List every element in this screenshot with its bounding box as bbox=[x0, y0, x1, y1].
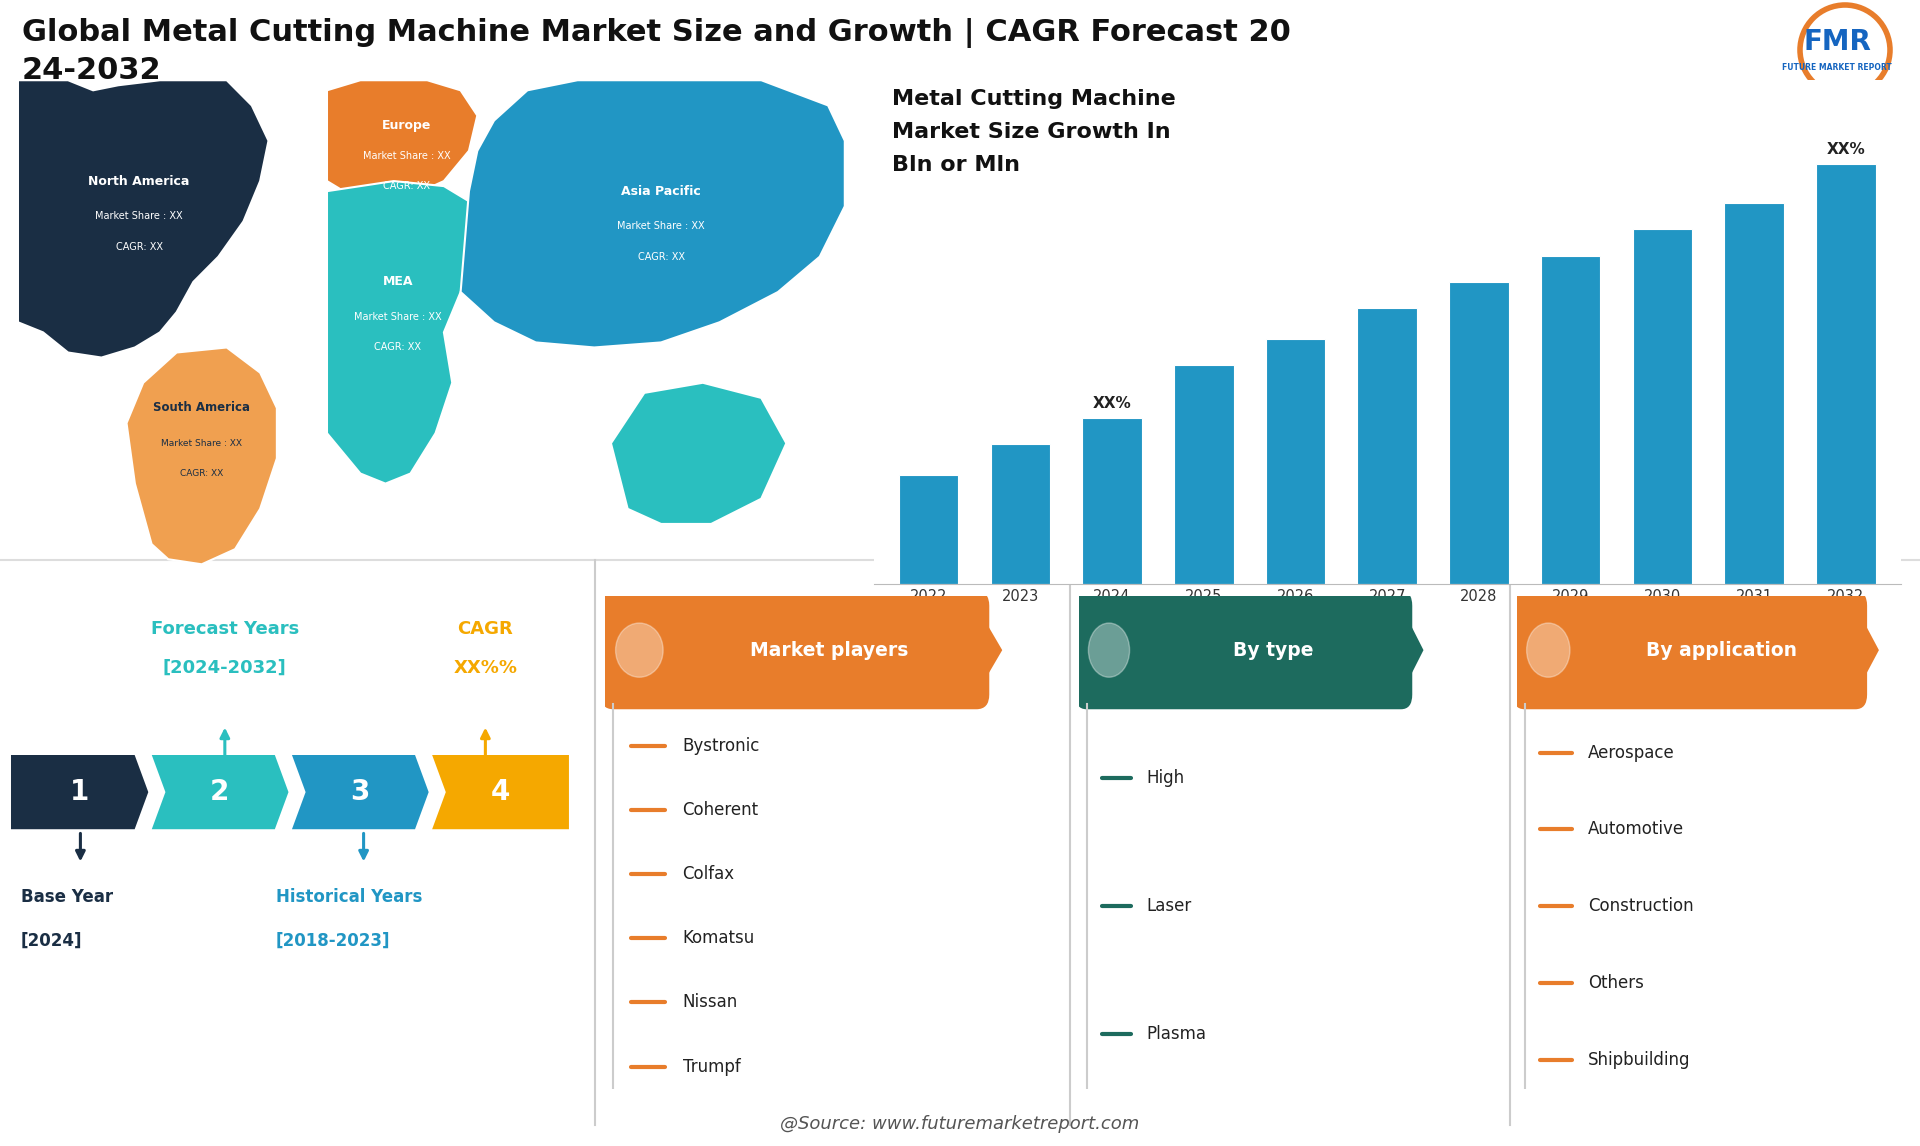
Polygon shape bbox=[1402, 606, 1423, 694]
Text: Laser: Laser bbox=[1146, 897, 1192, 916]
Text: Bystronic: Bystronic bbox=[684, 737, 760, 755]
Text: Global Metal Cutting Machine Market Size and Growth | CAGR Forecast 20: Global Metal Cutting Machine Market Size… bbox=[21, 18, 1290, 48]
Text: South America: South America bbox=[154, 401, 250, 415]
Bar bbox=[1724, 203, 1784, 584]
Bar bbox=[1816, 164, 1876, 584]
Text: Asia Pacific: Asia Pacific bbox=[622, 185, 701, 197]
Text: Construction: Construction bbox=[1588, 897, 1693, 916]
Bar bbox=[1542, 256, 1601, 584]
Bar bbox=[991, 445, 1050, 584]
Text: XX%: XX% bbox=[1092, 397, 1131, 411]
Text: XX%: XX% bbox=[1826, 142, 1864, 157]
Bar bbox=[1632, 229, 1692, 584]
FancyBboxPatch shape bbox=[601, 591, 989, 709]
Text: CAGR: XX: CAGR: XX bbox=[382, 181, 430, 191]
Polygon shape bbox=[127, 347, 276, 564]
Circle shape bbox=[1089, 623, 1129, 677]
Text: CAGR: XX: CAGR: XX bbox=[180, 469, 223, 478]
Polygon shape bbox=[290, 754, 430, 831]
Polygon shape bbox=[611, 383, 787, 524]
Text: Aerospace: Aerospace bbox=[1588, 744, 1674, 762]
Text: CAGR: XX: CAGR: XX bbox=[374, 343, 422, 353]
Polygon shape bbox=[10, 754, 150, 831]
Text: 1: 1 bbox=[69, 778, 90, 806]
Text: Others: Others bbox=[1588, 974, 1644, 992]
Text: Shipbuilding: Shipbuilding bbox=[1588, 1051, 1690, 1069]
Text: [2018-2023]: [2018-2023] bbox=[276, 932, 390, 950]
Text: Nissan: Nissan bbox=[684, 994, 737, 1012]
Circle shape bbox=[616, 623, 662, 677]
Text: Market Size Growth In: Market Size Growth In bbox=[893, 121, 1171, 142]
Text: Base Year: Base Year bbox=[21, 888, 113, 906]
Text: Europe: Europe bbox=[382, 119, 430, 132]
Text: 2: 2 bbox=[209, 778, 230, 806]
Text: Colfax: Colfax bbox=[684, 865, 735, 884]
Polygon shape bbox=[977, 606, 1002, 694]
Text: Metal Cutting Machine: Metal Cutting Machine bbox=[893, 89, 1175, 109]
Text: Market Share : XX: Market Share : XX bbox=[363, 151, 449, 160]
Bar bbox=[1450, 282, 1509, 584]
Polygon shape bbox=[17, 80, 269, 358]
Circle shape bbox=[1526, 623, 1571, 677]
Text: 3: 3 bbox=[349, 778, 371, 806]
Polygon shape bbox=[430, 754, 570, 831]
Bar bbox=[1357, 308, 1417, 584]
Polygon shape bbox=[461, 80, 845, 347]
Text: Automotive: Automotive bbox=[1588, 821, 1684, 839]
Text: Komatsu: Komatsu bbox=[684, 929, 755, 948]
Text: Bln or Mln: Bln or Mln bbox=[893, 155, 1020, 174]
Text: Coherent: Coherent bbox=[684, 801, 758, 819]
Text: CAGR: XX: CAGR: XX bbox=[637, 252, 685, 261]
Text: By type: By type bbox=[1233, 641, 1313, 660]
Text: XX%%: XX%% bbox=[453, 659, 516, 676]
Text: Market Share : XX: Market Share : XX bbox=[616, 221, 705, 231]
Text: Market Share : XX: Market Share : XX bbox=[353, 312, 442, 322]
Text: Trumpf: Trumpf bbox=[684, 1058, 741, 1076]
Text: High: High bbox=[1146, 769, 1185, 787]
Text: Forecast Years: Forecast Years bbox=[150, 620, 300, 638]
Bar bbox=[1265, 339, 1325, 584]
Text: 24-2032: 24-2032 bbox=[21, 56, 161, 85]
Text: MEA: MEA bbox=[382, 275, 413, 289]
FancyBboxPatch shape bbox=[1513, 591, 1866, 709]
Text: [2024]: [2024] bbox=[21, 932, 83, 950]
Text: FMR: FMR bbox=[1803, 28, 1870, 56]
Polygon shape bbox=[1855, 606, 1880, 694]
Text: FUTURE MARKET REPORT: FUTURE MARKET REPORT bbox=[1782, 63, 1891, 72]
Text: CAGR: CAGR bbox=[457, 620, 513, 638]
Text: Historical Years: Historical Years bbox=[276, 888, 422, 906]
Polygon shape bbox=[326, 181, 478, 484]
Text: By application: By application bbox=[1645, 641, 1797, 660]
Text: 4: 4 bbox=[490, 778, 511, 806]
Text: Market Share : XX: Market Share : XX bbox=[96, 211, 182, 221]
Polygon shape bbox=[326, 80, 478, 196]
Text: Plasma: Plasma bbox=[1146, 1026, 1206, 1044]
Bar bbox=[899, 474, 958, 584]
Text: Market Share : XX: Market Share : XX bbox=[161, 439, 242, 448]
Bar bbox=[1173, 366, 1233, 584]
Text: Market players: Market players bbox=[751, 641, 908, 660]
Polygon shape bbox=[150, 754, 290, 831]
Text: @Source: www.futuremarketreport.com: @Source: www.futuremarketreport.com bbox=[780, 1115, 1140, 1133]
Bar bbox=[1083, 418, 1142, 584]
Text: North America: North America bbox=[88, 174, 190, 188]
FancyBboxPatch shape bbox=[1075, 591, 1413, 709]
Text: [2024-2032]: [2024-2032] bbox=[163, 659, 286, 676]
Text: CAGR: XX: CAGR: XX bbox=[115, 242, 163, 252]
